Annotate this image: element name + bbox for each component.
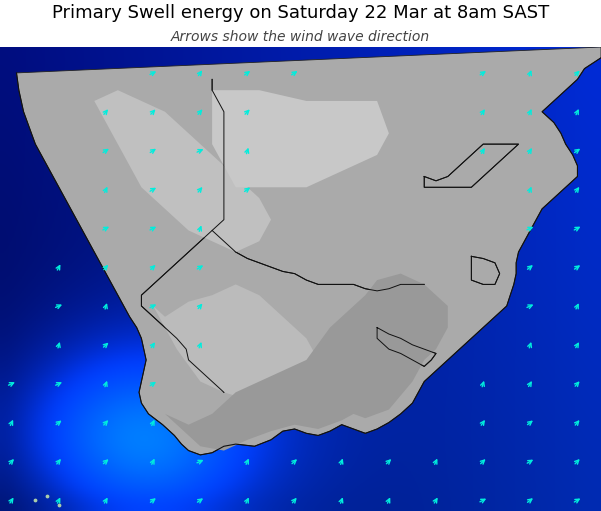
- Point: [54, 500, 64, 508]
- Polygon shape: [16, 47, 601, 455]
- Polygon shape: [94, 90, 271, 252]
- Polygon shape: [153, 285, 318, 403]
- Text: Arrows show the wind wave direction: Arrows show the wind wave direction: [171, 30, 430, 43]
- Polygon shape: [165, 273, 448, 451]
- Text: Primary Swell energy on Saturday 22 Mar at 8am SAST: Primary Swell energy on Saturday 22 Mar …: [52, 4, 549, 22]
- Point: [42, 492, 52, 500]
- Point: [31, 496, 40, 504]
- Polygon shape: [212, 90, 389, 188]
